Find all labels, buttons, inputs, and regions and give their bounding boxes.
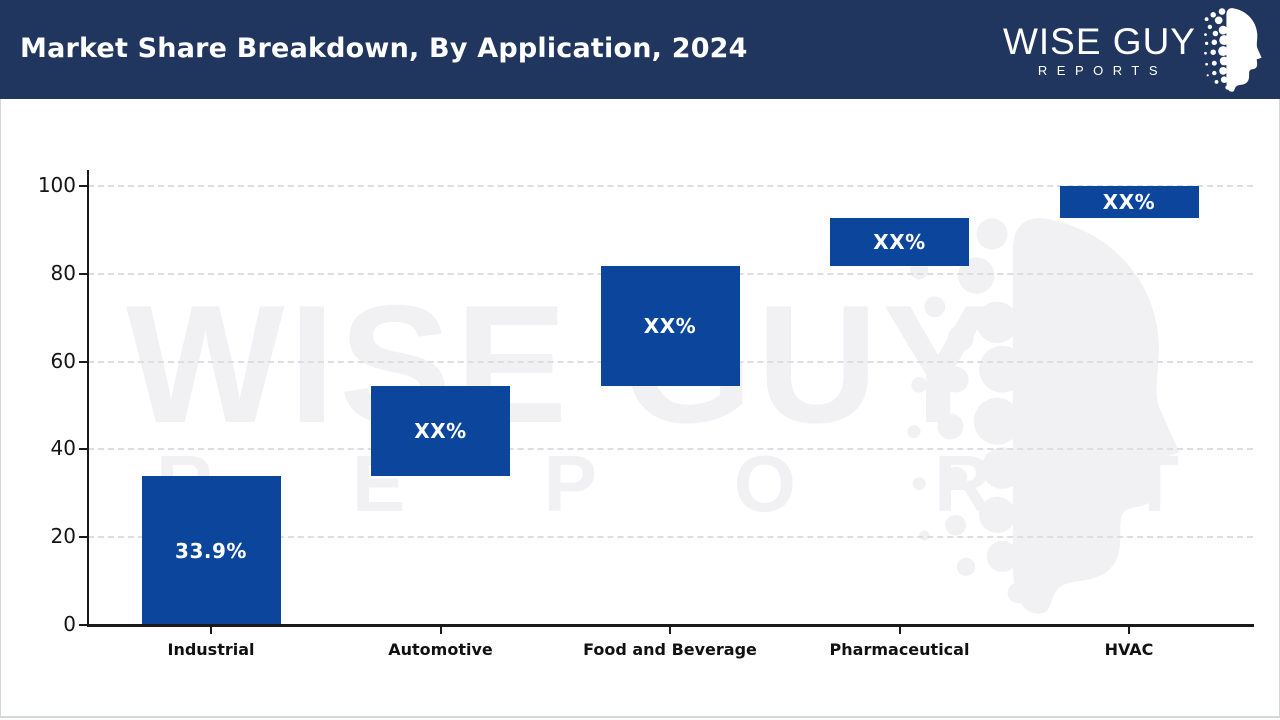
bar-label-food-and-beverage: XX%	[643, 314, 697, 339]
x-tick-automotive	[439, 627, 442, 634]
y-tick-60	[79, 360, 87, 363]
header-bar: Market Share Breakdown, By Application, …	[0, 0, 1280, 99]
x-tick-label-hvac: HVAC	[1104, 640, 1154, 659]
y-tick-label-20: 20	[50, 524, 76, 549]
wiseguy-logo-text: WISE GUY REPORTS	[1003, 23, 1196, 78]
bar-label-pharmaceutical: XX%	[873, 230, 926, 255]
y-tick-label-80: 80	[50, 260, 76, 285]
y-tick-label-0: 0	[63, 612, 76, 636]
bar-label-hvac: XX%	[1102, 190, 1156, 215]
y-tick-label-60: 60	[50, 348, 76, 373]
x-tick-label-industrial: Industrial	[167, 640, 255, 659]
x-tick-hvac	[1128, 627, 1130, 634]
y-tick-100	[79, 185, 87, 187]
bar-label-automotive: XX%	[414, 419, 467, 444]
y-tick-0	[79, 624, 87, 626]
y-tick-80	[79, 272, 87, 275]
gridline-100	[88, 185, 1253, 187]
page-title: Market Share Breakdown, By Application, …	[20, 33, 748, 64]
y-tick-40	[79, 448, 87, 451]
page-bottom-rule	[0, 716, 1280, 718]
y-axis-line	[87, 170, 89, 627]
watermark-subtitle: R E P O R T S	[156, 439, 1280, 528]
logo-wordmark: WISE GUY	[1002, 20, 1196, 62]
bar-pharmaceutical: XX%	[830, 218, 969, 267]
bar-food-and-beverage: XX%	[600, 266, 740, 387]
y-tick-label-100: 100	[37, 173, 76, 197]
x-tick-label-food-and-beverage: Food and Beverage	[583, 640, 757, 659]
gridline-40	[88, 448, 1253, 451]
wiseguy-logo: WISE GUY REPORTS	[1003, 5, 1266, 95]
gridline-20	[88, 536, 1253, 539]
watermark-wordmark: WISE GUY	[126, 270, 999, 458]
y-tick-20	[79, 536, 87, 539]
x-tick-industrial	[210, 627, 212, 634]
y-tick-label-40: 40	[50, 436, 76, 461]
x-axis-line	[87, 624, 1254, 627]
x-tick-food-and-beverage	[669, 627, 671, 634]
bar-automotive: XX%	[371, 386, 510, 477]
x-tick-label-pharmaceutical: Pharmaceutical	[829, 640, 970, 659]
x-tick-label-automotive: Automotive	[388, 640, 493, 659]
watermark-face-icon	[907, 218, 1180, 614]
bar-hvac: XX%	[1059, 186, 1199, 219]
x-tick-pharmaceutical	[898, 627, 901, 634]
logo-subtitle: REPORTS	[1037, 62, 1168, 78]
bar-label-industrial: 33.9%	[175, 538, 247, 563]
page-left-rule	[0, 99, 1, 717]
wiseguy-face-icon	[1204, 8, 1262, 92]
bar-industrial: 33.9%	[141, 476, 281, 625]
